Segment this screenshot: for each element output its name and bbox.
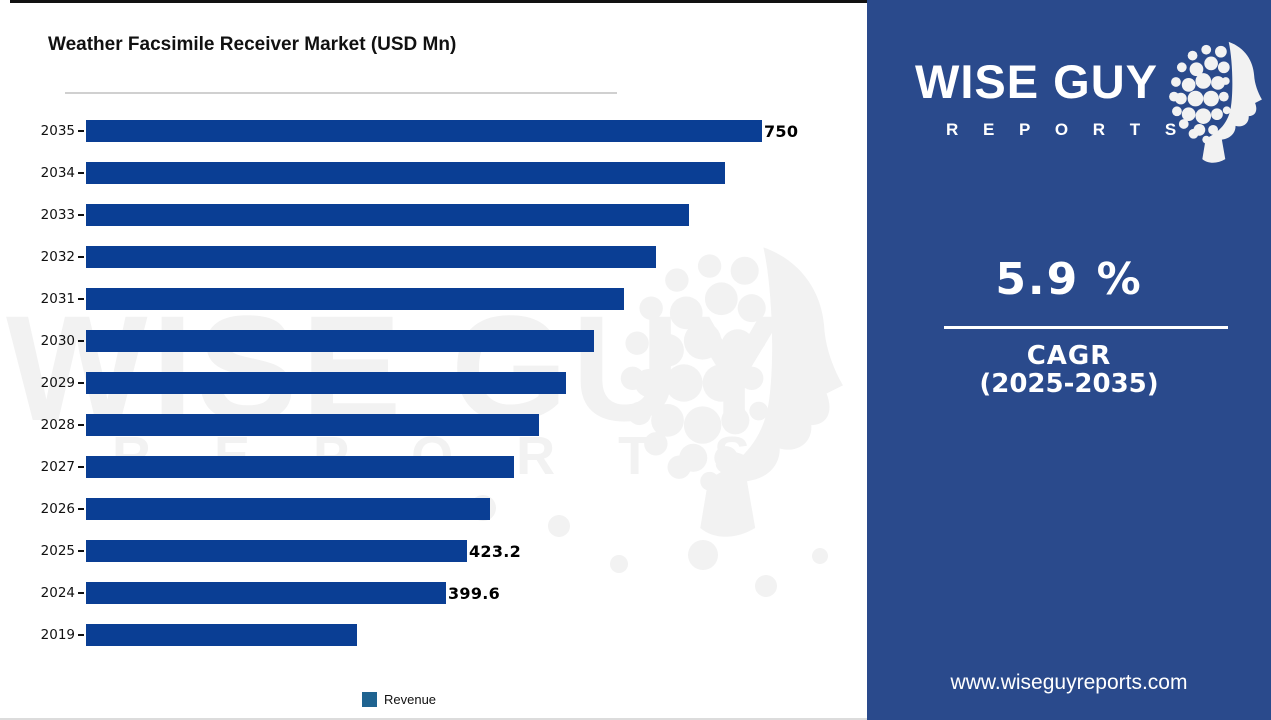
bar-row-2032: 2032 xyxy=(0,236,867,278)
revenue-bar-2032 xyxy=(86,246,656,268)
y-axis-label-2030: 2030 xyxy=(40,333,75,349)
bar-row-2027: 2027 xyxy=(0,446,867,488)
y-axis-label-2027: 2027 xyxy=(40,459,75,475)
revenue-bar-2035 xyxy=(86,120,762,142)
y-axis-tick xyxy=(78,508,84,510)
logo-head-silhouette-icon xyxy=(1169,41,1262,163)
y-axis-label-2035: 2035 xyxy=(40,123,75,139)
y-axis-tick xyxy=(78,298,84,300)
y-axis-tick xyxy=(78,550,84,552)
legend-swatch-revenue xyxy=(362,692,377,707)
chart-title: Weather Facsimile Receiver Market (USD M… xyxy=(48,34,457,55)
logo-reports-text: R E P O R T S xyxy=(946,120,1187,139)
y-axis-tick xyxy=(78,214,84,216)
title-underline xyxy=(65,92,617,94)
y-axis-label-2034: 2034 xyxy=(40,165,75,181)
revenue-bar-2030 xyxy=(86,330,594,352)
chart-legend: Revenue xyxy=(362,692,436,707)
watermark-head-silhouette-icon xyxy=(620,247,843,537)
bar-row-2034: 2034 xyxy=(0,152,867,194)
watermark-dot xyxy=(755,575,777,597)
y-axis-label-2029: 2029 xyxy=(40,375,75,391)
bar-row-2025: 2025 423.2 xyxy=(0,530,867,572)
cagr-value: 5.9 % xyxy=(995,254,1143,305)
revenue-bar-2026 xyxy=(86,498,490,520)
bar-chart-plot-area: 2035 750 2034 2033 2032 2031 2030 2029 2028 2027 2… xyxy=(0,110,867,656)
bar-row-2035: 2035 750 xyxy=(0,110,867,152)
bar-row-2030: 2030 xyxy=(0,320,867,362)
bar-row-2029: 2029 xyxy=(0,362,867,404)
revenue-bar-2019 xyxy=(86,624,357,646)
chart-panel: Weather Facsimile Receiver Market (USD M… xyxy=(0,0,867,720)
data-label-2025: 423.2 xyxy=(469,541,522,561)
bar-row-2028: 2028 xyxy=(0,404,867,446)
y-axis-tick xyxy=(78,130,84,132)
revenue-bar-2025 xyxy=(86,540,467,562)
y-axis-label-2019: 2019 xyxy=(40,627,75,643)
y-axis-tick xyxy=(78,340,84,342)
y-axis-tick xyxy=(78,382,84,384)
cagr-divider-line xyxy=(944,326,1228,329)
revenue-bar-2033 xyxy=(86,204,689,226)
bar-row-2031: 2031 xyxy=(0,278,867,320)
y-axis-tick xyxy=(78,256,84,258)
y-axis-label-2025: 2025 xyxy=(40,543,75,559)
logo-wiseguy-text: WISE GUY xyxy=(915,55,1159,108)
y-axis-label-2032: 2032 xyxy=(40,249,75,265)
top-border-line xyxy=(10,0,867,3)
bar-row-2026: 2026 xyxy=(0,488,867,530)
y-axis-label-2024: 2024 xyxy=(40,585,75,601)
revenue-bar-2027 xyxy=(86,456,514,478)
brand-panel: WISE GUY R E P O R T S 5.9 % CAGR (2025-… xyxy=(867,0,1271,720)
bottom-border-line xyxy=(0,718,867,720)
legend-label: Revenue xyxy=(384,692,437,707)
y-axis-label-2026: 2026 xyxy=(40,501,75,517)
cagr-range: (2025-2035) xyxy=(979,369,1159,399)
revenue-bar-2028 xyxy=(86,414,539,436)
y-axis-tick xyxy=(78,424,84,426)
bar-row-2019: 2019 xyxy=(0,614,867,656)
data-label-2035: 750 xyxy=(764,121,799,141)
wise-guy-reports-logo: WISE GUY R E P O R T S xyxy=(913,40,1262,175)
watermark-dot xyxy=(812,548,828,564)
y-axis-label-2028: 2028 xyxy=(40,417,75,433)
revenue-bar-2029 xyxy=(86,372,566,394)
watermark-dot xyxy=(548,515,570,537)
y-axis-tick xyxy=(78,466,84,468)
watermark-dot xyxy=(688,540,718,570)
revenue-bar-2024 xyxy=(86,582,446,604)
y-axis-label-2033: 2033 xyxy=(40,207,75,223)
revenue-bar-2034 xyxy=(86,162,725,184)
bar-row-2033: 2033 xyxy=(0,194,867,236)
cagr-label: CAGR xyxy=(1026,341,1112,371)
revenue-bar-2031 xyxy=(86,288,624,310)
y-axis-tick xyxy=(78,172,84,174)
bar-row-2024: 2024 399.6 xyxy=(0,572,867,614)
website-url: www.wiseguyreports.com xyxy=(950,671,1188,694)
watermark-dot xyxy=(610,555,628,573)
y-axis-tick xyxy=(78,634,84,636)
y-axis-label-2031: 2031 xyxy=(40,291,75,307)
data-label-2024: 399.6 xyxy=(448,583,501,603)
y-axis-tick xyxy=(78,592,84,594)
